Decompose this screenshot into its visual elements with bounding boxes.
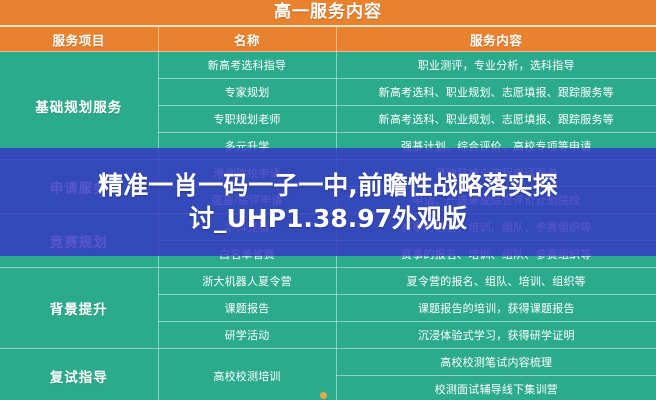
column-header-content: 服务内容 xyxy=(336,27,656,52)
header-row: 服务项目 名称 服务内容 xyxy=(0,27,656,52)
item-name: 研学活动 xyxy=(158,321,337,349)
table-row: 课题报告 课题报告的培训，获得课题报告 xyxy=(0,294,656,322)
item-content: 课题报告的培训，获得课题报告 xyxy=(336,294,656,322)
group-label: 基础规划服务 xyxy=(0,51,159,160)
item-content: 新高考选科、职业规划、志愿填报、跟踪服务等 xyxy=(336,78,656,106)
column-header-project: 服务项目 xyxy=(0,27,159,52)
table-row: 申请服务 港澳院校申请 港澳院校全流程申请服务 xyxy=(0,159,656,214)
item-content: 夏令营的报名、组队、培训、组织等 xyxy=(336,267,656,295)
page-title: 高一服务内容 xyxy=(274,2,382,22)
table-row: 研学活动 沉浸体验式学习，获得研学证明 xyxy=(0,321,656,349)
table-body: 基础规划服务 新高考选科指导 职业测评，专业分析，选科指导 专家规划 新高考选科… xyxy=(0,51,656,400)
table-row: 复试指导 高校校测培训 高校校测笔试内容梳理 xyxy=(0,348,656,400)
group-label: 竞赛规划 xyxy=(0,213,159,268)
item-content: 校测面试辅导线下集训营 xyxy=(336,375,656,400)
group-label: 复试指导 xyxy=(0,348,159,400)
item-name: 课题报告 xyxy=(158,294,337,322)
item-name: 港澳院校申请 xyxy=(158,159,337,187)
table-row: 背景提升 浙大机器人夏令营 夏令营的报名、组队、培训、组织等 xyxy=(0,267,656,349)
item-name: 多元升学 xyxy=(158,132,337,160)
table-row: 校测面试辅导线下集训营 xyxy=(0,375,656,400)
item-content: 职业测评，专业分析，选科指导 xyxy=(336,51,656,79)
item-content: 赛事的报名、培训、组队、参赛组织等 xyxy=(336,213,656,241)
table-row: 竞赛规划 学科竞赛 赛事的报名、培训、组队、参赛组织等 xyxy=(0,213,656,268)
item-content: 高校校测笔试内容梳理 xyxy=(336,348,656,376)
item-content: 沉浸体验式学习，获得研学证明 xyxy=(336,321,656,349)
item-name: 学科竞赛 xyxy=(158,213,337,241)
title-divider xyxy=(0,25,656,27)
title-banner: 高一服务内容 xyxy=(0,0,656,25)
item-content: 申请、严选单或综合评价计划院校 xyxy=(336,186,656,214)
item-content: 港澳院校全流程申请服务 xyxy=(336,159,656,187)
item-name: 专职规划老师 xyxy=(158,105,337,133)
item-name: 白名单省赛 xyxy=(158,240,337,268)
group-label: 背景提升 xyxy=(0,267,159,349)
item-name: 强基/综评申请 xyxy=(158,186,337,214)
table-row: 专家规划 新高考选科、职业规划、志愿填报、跟踪服务等 xyxy=(0,78,656,106)
item-content: 新高考选科、职业规划、志愿填报、跟踪服务等 xyxy=(336,105,656,133)
decorative-dot xyxy=(320,392,327,399)
group-label: 申请服务 xyxy=(0,159,159,214)
item-content: 强基计划、综合评价、高校专项等申请 xyxy=(336,132,656,160)
item-name: 高校校测培训 xyxy=(158,348,337,400)
table-row: 基础规划服务 新高考选科指导 职业测评，专业分析，选科指导 xyxy=(0,51,656,160)
services-table: 服务项目 名称 服务内容 基础规划服务 新高考选科指导 职业测评，专业分析，选科… xyxy=(0,27,656,400)
table-header: 服务项目 名称 服务内容 xyxy=(0,27,656,52)
item-name: 新高考选科指导 xyxy=(158,51,337,79)
column-header-name: 名称 xyxy=(158,27,337,52)
item-name: 专家规划 xyxy=(158,78,337,106)
item-content: 赛事的报名、培训、组队、参赛组织等 xyxy=(336,240,656,268)
table-row: 专职规划老师 新高考选科、职业规划、志愿填报、跟踪服务等 xyxy=(0,105,656,133)
item-name: 浙大机器人夏令营 xyxy=(158,267,337,295)
